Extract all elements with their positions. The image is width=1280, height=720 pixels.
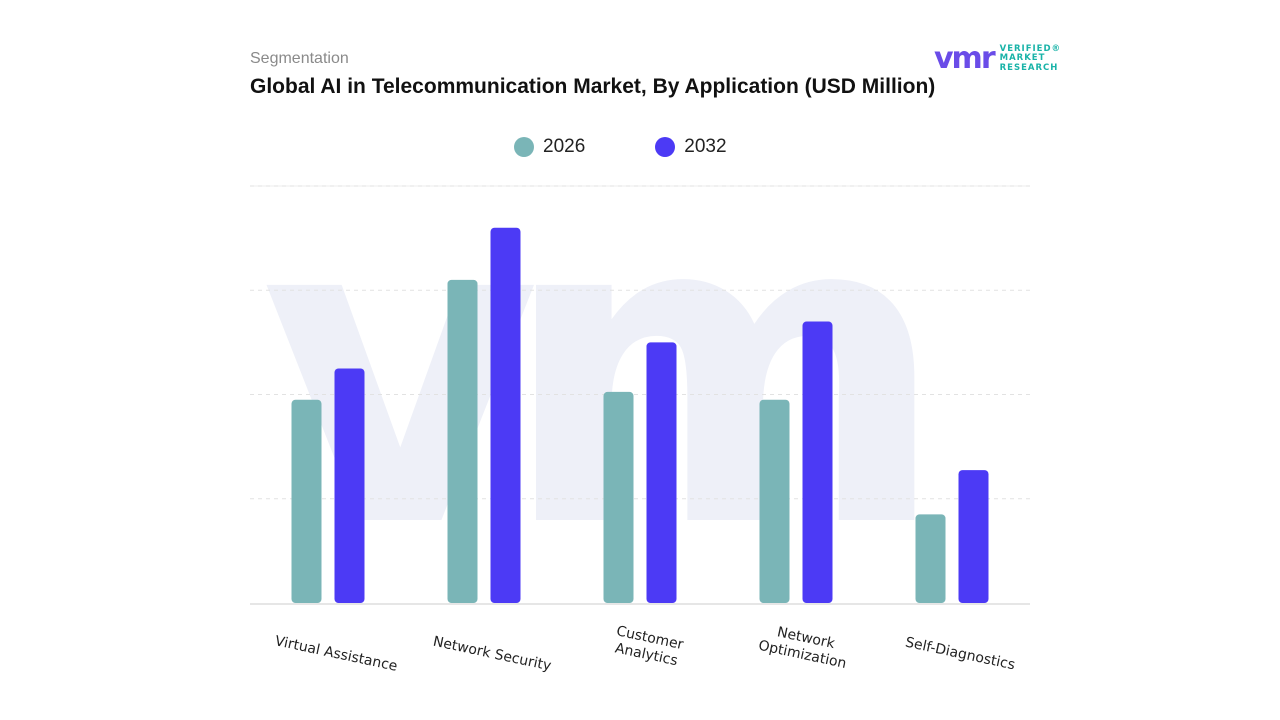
bar-2032-3 (802, 321, 833, 603)
chart-subtitle: Segmentation (250, 50, 349, 67)
bar-2032-0 (334, 368, 365, 603)
bar-2026-2 (603, 391, 634, 603)
logo-mark: vmr (934, 41, 996, 76)
legend-swatch-2026 (514, 137, 534, 157)
bar-2026-3 (759, 399, 790, 603)
bar-2026-1 (447, 279, 478, 603)
legend-swatch-2032 (655, 137, 676, 157)
chart-legend: 2026 2032 (514, 136, 727, 158)
brand-logo: vmr VERIFIED® MARKET RESEARCH (934, 44, 1061, 74)
legend-item-2032: 2032 (655, 136, 727, 158)
logo-text: VERIFIED® MARKET RESEARCH (999, 43, 1062, 74)
bar-2026-0 (291, 399, 322, 603)
bar-2032-2 (646, 342, 677, 603)
legend-item-2026: 2026 (514, 136, 585, 158)
legend-label-2032: 2032 (684, 136, 727, 157)
logo-line-2: MARKET (999, 53, 1046, 64)
legend-label-2026: 2026 (543, 136, 586, 157)
logo-line-3: RESEARCH (999, 62, 1059, 73)
bar-2032-4 (958, 470, 989, 603)
bar-2032-1 (490, 227, 521, 603)
chart-title: Global AI in Telecommunication Market, B… (250, 75, 936, 98)
logo-line-1: VERIFIED® (999, 43, 1062, 54)
bar-2026-4 (915, 514, 946, 603)
